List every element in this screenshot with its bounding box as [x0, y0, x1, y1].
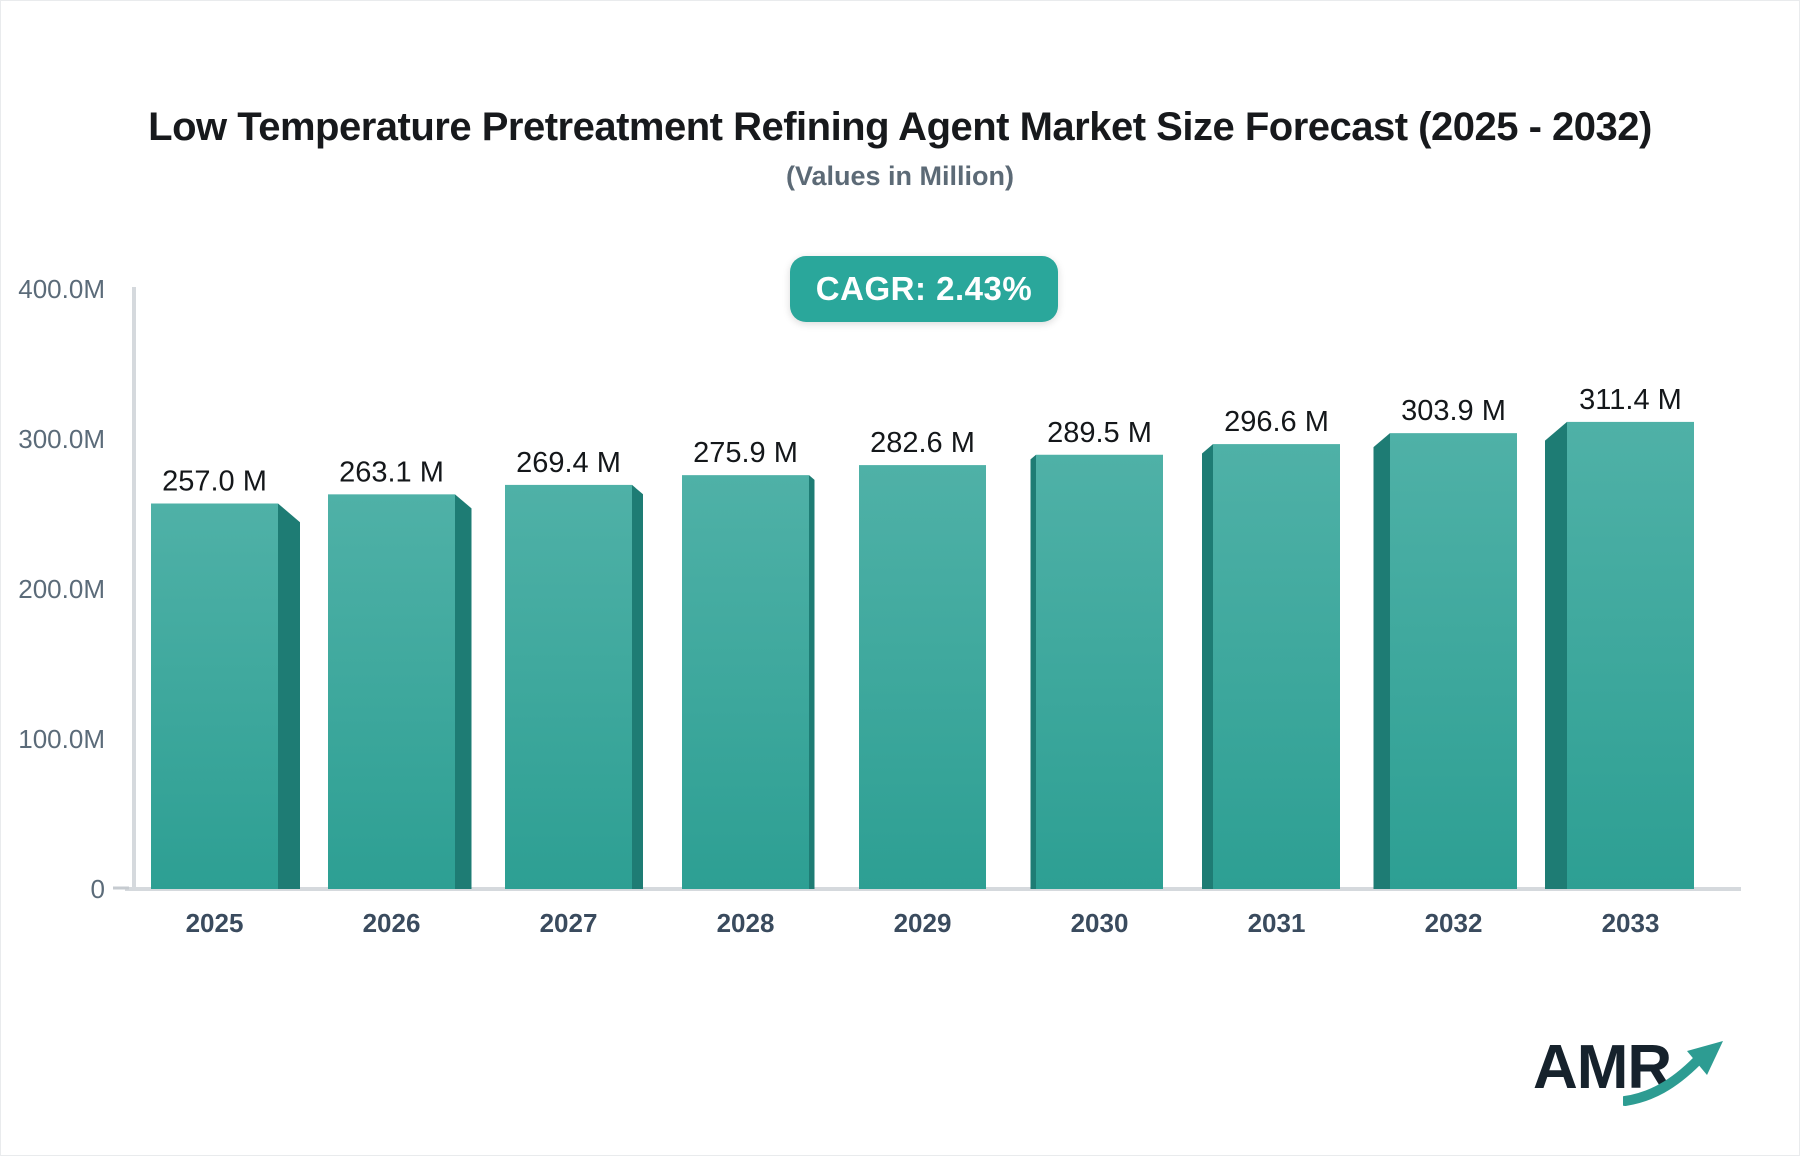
chart-subtitle: (Values in Million): [785, 161, 1015, 191]
x-axis-category-label: 2030: [1071, 908, 1129, 938]
chart-title: Low Temperature Pretreatment Refining Ag…: [148, 105, 1652, 149]
bar-front-face: [505, 484, 632, 889]
bar-2025: 257.0 M 2025: [151, 466, 300, 938]
y-axis-tick-label: 200.0M: [18, 574, 105, 604]
x-axis-category-label: 2029: [894, 908, 952, 938]
bar-front-face: [328, 494, 455, 889]
y-axis-tick-label: 400.0M: [18, 274, 105, 304]
bar-2030: 289.5 M 2030: [1030, 417, 1163, 938]
bar-side-face: [1202, 444, 1213, 889]
bar-2029: 282.6 M 2029: [859, 427, 986, 938]
bar-front-face: [682, 475, 809, 889]
bar-front-face: [1036, 454, 1163, 889]
amr-logo-text: AMR: [1533, 1033, 1672, 1102]
amr-logo: AMR: [1533, 1037, 1743, 1117]
bar-front-face: [1390, 433, 1517, 889]
bar-front-face: [859, 465, 986, 889]
bar-value-label: 263.1 M: [339, 456, 444, 488]
x-axis-category-label: 2033: [1602, 908, 1660, 938]
x-axis-category-label: 2028: [717, 908, 775, 938]
bar-side-face: [632, 484, 643, 889]
cagr-badge: CAGR: 2.43%: [790, 256, 1058, 322]
bar-side-face: [809, 475, 815, 889]
y-axis-tick-label: 0: [91, 874, 105, 904]
bar-value-label: 289.5 M: [1047, 417, 1152, 449]
bar-2031: 296.6 M 2031: [1202, 406, 1340, 938]
x-axis-category-label: 2026: [363, 908, 421, 938]
bar-2027: 269.4 M 2027: [505, 447, 643, 938]
bar-front-face: [151, 503, 278, 889]
x-axis-category-label: 2025: [186, 908, 244, 938]
y-axis-tick-label: 100.0M: [18, 724, 105, 754]
bar-2026: 263.1 M 2026: [328, 456, 472, 938]
trend-arrow-icon: [1623, 1041, 1723, 1106]
bar-front-face: [1567, 421, 1694, 889]
bar-value-label: 311.4 M: [1579, 384, 1682, 416]
bar-2032: 303.9 M 2032: [1373, 395, 1517, 938]
bar-side-face: [455, 494, 472, 889]
x-axis-category-label: 2027: [540, 908, 598, 938]
bar-side-face: [278, 503, 300, 889]
x-axis-category-label: 2031: [1248, 908, 1306, 938]
bar-2028: 275.9 M 2028: [682, 437, 815, 938]
bar-value-label: 257.0 M: [162, 466, 267, 498]
bar-value-label: 282.6 M: [870, 427, 975, 459]
x-axis-category-label: 2032: [1425, 908, 1483, 938]
bar-front-face: [1213, 444, 1340, 889]
bar-value-label: 296.6 M: [1224, 406, 1329, 438]
bar-2033: 311.4 M 2033: [1545, 384, 1694, 938]
bar-side-face: [1373, 433, 1390, 889]
bar-value-label: 303.9 M: [1401, 395, 1506, 427]
bar-value-label: 269.4 M: [516, 447, 621, 479]
bar-value-label: 275.9 M: [693, 437, 798, 469]
y-axis-tick-label: 300.0M: [18, 424, 105, 454]
bar-side-face: [1030, 454, 1036, 889]
y-axis-line: [132, 287, 136, 891]
bar-side-face: [1545, 421, 1567, 889]
